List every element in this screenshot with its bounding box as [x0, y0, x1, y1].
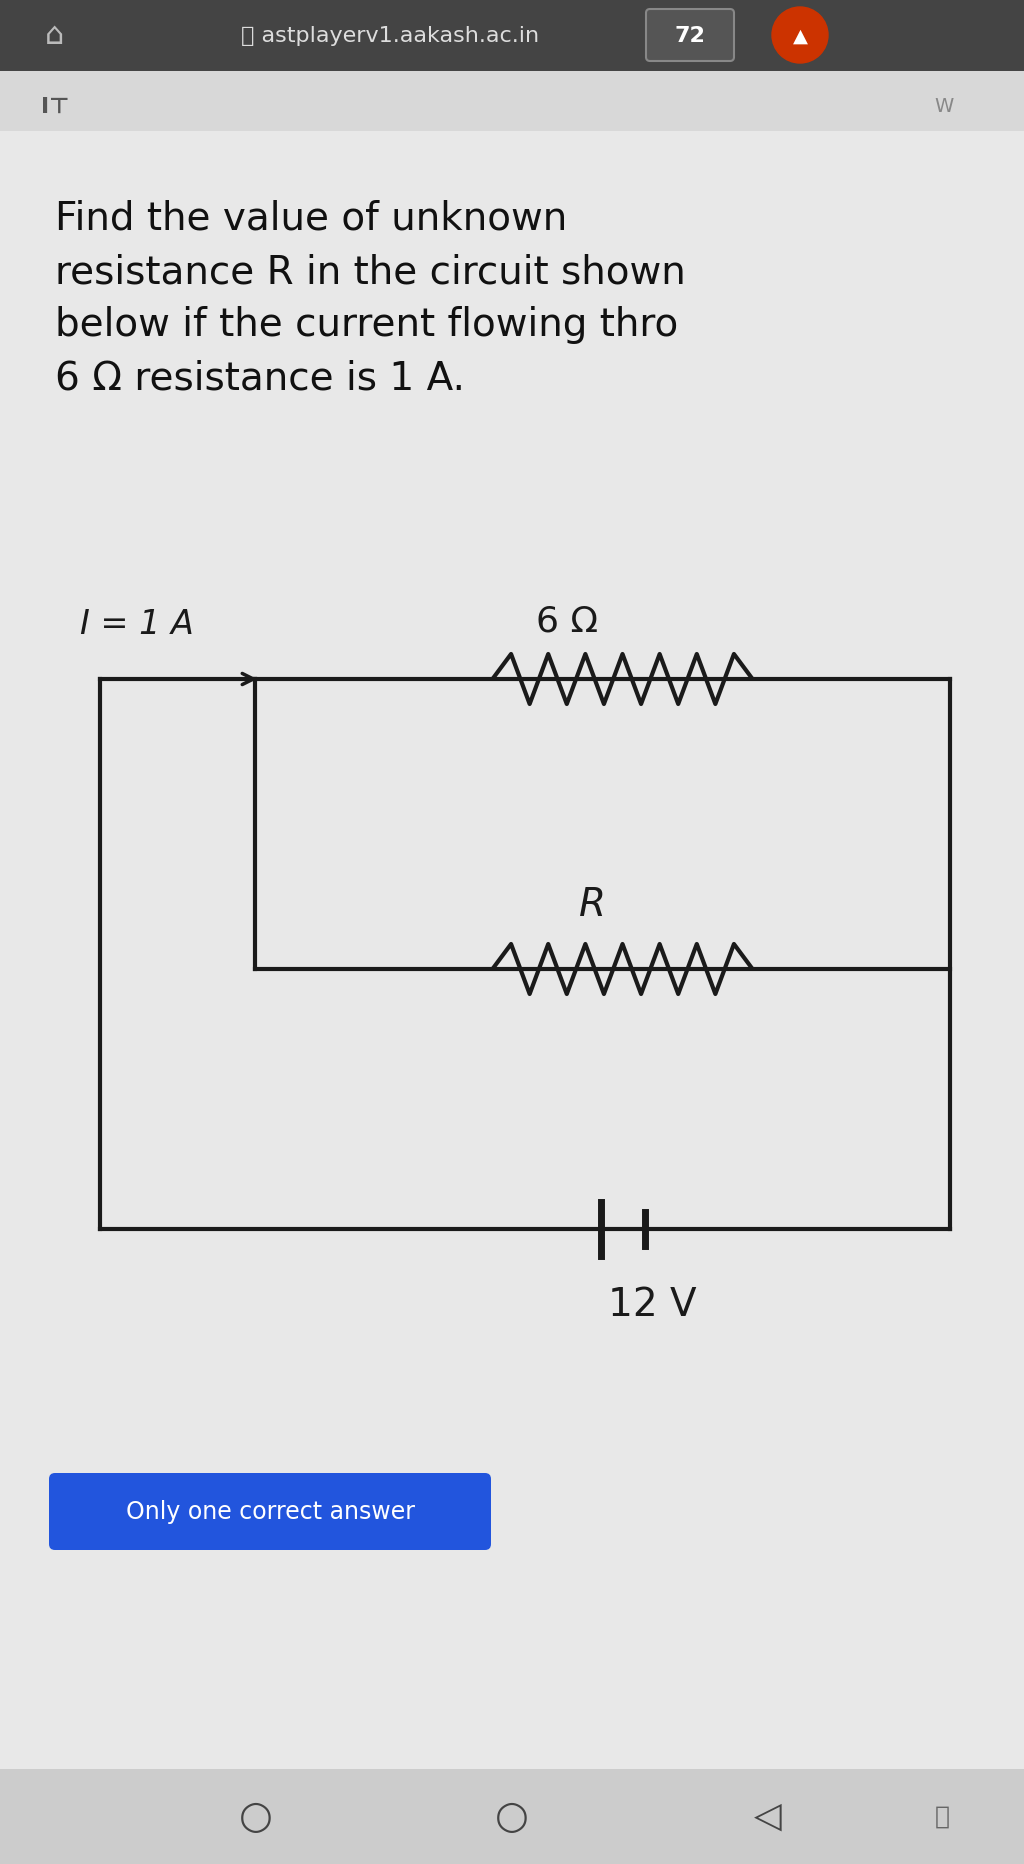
Text: 🔖: 🔖 — [935, 1804, 949, 1829]
Text: R: R — [579, 885, 606, 923]
Text: ○: ○ — [239, 1797, 273, 1834]
Text: ⌂: ⌂ — [45, 22, 65, 50]
Text: 6 Ω: 6 Ω — [537, 604, 599, 639]
Text: ▲: ▲ — [793, 26, 808, 45]
Text: Find the value of unknown
resistance R in the circuit shown
below if the current: Find the value of unknown resistance R i… — [55, 199, 686, 397]
Text: 72: 72 — [675, 26, 706, 47]
Bar — [0, 1769, 1024, 1864]
Circle shape — [772, 7, 828, 63]
Text: Only one correct answer: Only one correct answer — [126, 1501, 415, 1523]
Text: I = 1 A: I = 1 A — [80, 608, 194, 641]
Text: 12 V: 12 V — [608, 1286, 696, 1323]
Bar — [0, 0, 1024, 73]
Text: 🔒 astplayerv1.aakash.ac.in: 🔒 astplayerv1.aakash.ac.in — [241, 26, 539, 47]
FancyBboxPatch shape — [646, 9, 734, 62]
Text: I⊤: I⊤ — [41, 97, 70, 117]
Text: ○: ○ — [495, 1797, 529, 1834]
FancyBboxPatch shape — [49, 1473, 490, 1551]
Bar — [0, 73, 1024, 132]
Text: ◁: ◁ — [754, 1799, 782, 1832]
Text: W: W — [934, 97, 953, 116]
